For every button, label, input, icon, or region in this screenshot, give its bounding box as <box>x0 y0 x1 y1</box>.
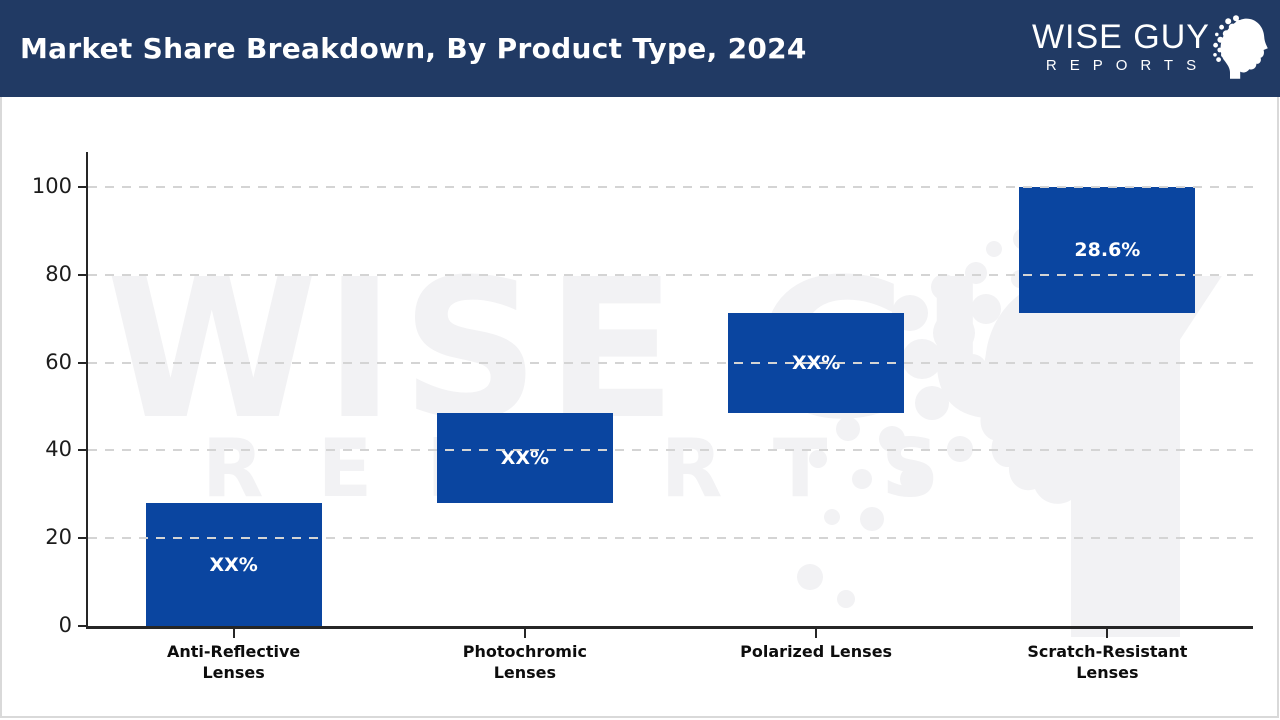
y-tick-mark <box>78 625 86 627</box>
bar-value-label: XX% <box>500 446 550 469</box>
x-tick-mark <box>523 629 526 638</box>
wiseguy-logo-text: WISE GUY REPORTS <box>1031 17 1210 75</box>
y-tick-mark <box>78 361 86 364</box>
y-tick-mark <box>78 273 86 276</box>
y-tick-label: 40 <box>45 437 72 462</box>
y-tick-mark <box>78 449 86 452</box>
category-label: Photochromic Lenses <box>395 641 655 683</box>
y-tick-label: 60 <box>45 349 72 374</box>
x-tick-mark <box>232 629 235 638</box>
bar-segment: XX% <box>145 503 322 626</box>
wiseguy-head-icon <box>1213 15 1268 79</box>
logo-wordmark: WISE GUY <box>1031 17 1210 56</box>
category-label: Scratch-Resistant Lenses <box>977 641 1237 683</box>
category-label: Anti-Reflective Lenses <box>104 641 364 683</box>
category-label: Polarized Lenses <box>686 641 946 662</box>
page-title: Market Share Breakdown, By Product Type,… <box>20 32 807 65</box>
category-label-line: Polarized Lenses <box>740 642 893 661</box>
category-label-line: Anti-Reflective <box>166 642 301 661</box>
y-tick-label: 100 <box>31 174 72 198</box>
logo-subtext: REPORTS <box>1045 57 1210 75</box>
y-gridline <box>88 537 1253 540</box>
y-tick-mark <box>78 186 86 188</box>
x-axis-line <box>86 626 1253 629</box>
y-gridline <box>88 273 1253 276</box>
bar-value-label: 28.6% <box>1074 238 1141 261</box>
category-label-line: Lenses <box>202 663 265 682</box>
y-tick-label: 80 <box>45 261 72 286</box>
bar-value-label: XX% <box>209 553 258 576</box>
category-label-line: Scratch-Resistant <box>1027 642 1188 661</box>
x-tick-mark <box>1106 629 1109 638</box>
category-label-line: Lenses <box>493 663 557 682</box>
y-gridline <box>88 361 1253 364</box>
y-gridline <box>88 449 1253 452</box>
bar-segment: 28.6% <box>1019 187 1196 313</box>
y-tick-label: 20 <box>45 525 72 550</box>
y-tick-label: 0 <box>58 613 72 637</box>
x-tick-mark <box>815 629 818 638</box>
y-axis-line <box>86 152 88 629</box>
bar-segment: XX% <box>436 412 613 504</box>
category-label-line: Lenses <box>1076 663 1139 682</box>
header: Market Share Breakdown, By Product Type,… <box>0 0 1280 97</box>
y-tick-mark <box>78 537 86 540</box>
y-gridline <box>88 186 1253 188</box>
category-label-line: Photochromic <box>462 642 587 661</box>
wiseguy-logo: WISE GUY REPORTS <box>1032 6 1272 88</box>
